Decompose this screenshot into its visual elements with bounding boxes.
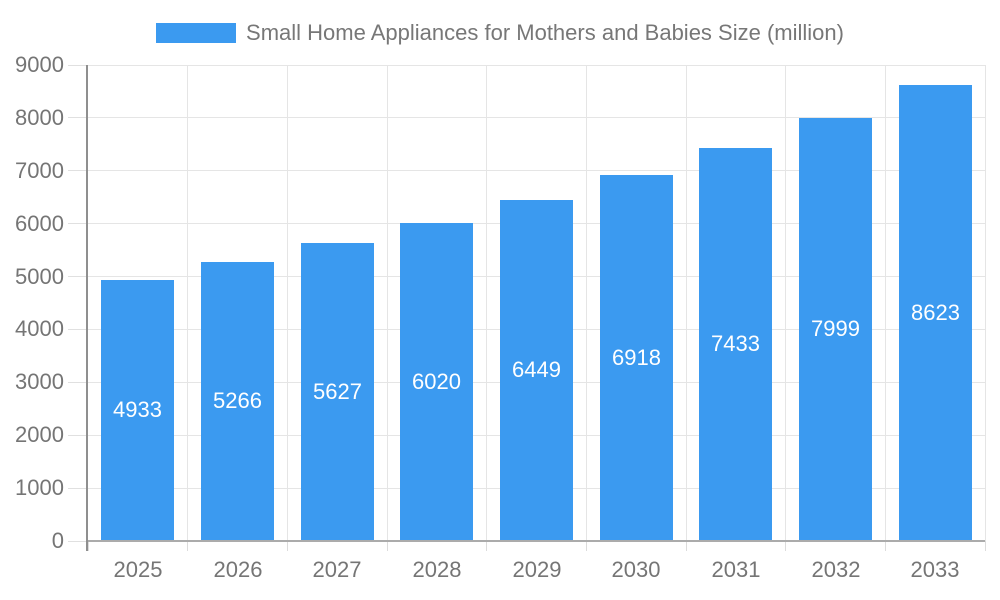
x-axis-tick-label: 2032 xyxy=(811,557,861,582)
x-gridline xyxy=(286,65,288,541)
bar-value-label: 6918 xyxy=(612,344,661,370)
y-axis-tick-label: 7000 xyxy=(15,157,64,183)
bar-2031[interactable]: 7433 xyxy=(699,148,772,540)
y-axis-tick-label: 8000 xyxy=(15,104,64,130)
x-gridline xyxy=(785,65,787,541)
y-axis-tick-label: 2000 xyxy=(15,422,64,448)
y-axis-tick-label: 9000 xyxy=(15,52,64,77)
bar-2033[interactable]: 8623 xyxy=(899,85,972,540)
bar-2032[interactable]: 7999 xyxy=(799,118,872,540)
bar-value-label: 8623 xyxy=(911,299,960,325)
y-axis-tick xyxy=(68,381,88,383)
x-axis-tick xyxy=(685,541,687,551)
x-axis-tick-label: 2026 xyxy=(213,557,263,582)
x-axis-tick xyxy=(984,541,986,551)
bar-2028[interactable]: 6020 xyxy=(400,223,473,540)
y-axis-tick xyxy=(68,276,88,278)
x-axis-tick-label: 2029 xyxy=(512,557,562,582)
bar-value-label: 4933 xyxy=(113,397,162,422)
x-axis-tick-label: 2030 xyxy=(611,557,661,582)
x-axis-tick xyxy=(785,541,787,551)
bar-value-label: 6449 xyxy=(512,357,561,382)
legend-label: Small Home Appliances for Mothers and Ba… xyxy=(246,20,844,45)
x-gridline xyxy=(486,65,488,541)
x-axis-tick xyxy=(87,541,89,551)
bar-value-label: 5627 xyxy=(313,378,362,404)
x-axis-tick-label: 2028 xyxy=(412,557,462,582)
x-axis-tick xyxy=(884,541,886,551)
y-axis-tick-label: 3000 xyxy=(15,369,64,395)
bar-value-label: 7999 xyxy=(811,316,860,341)
x-axis-tick-label: 2033 xyxy=(910,557,960,582)
y-gridline xyxy=(88,170,985,172)
bar-value-label: 6020 xyxy=(412,368,461,394)
y-axis-tick xyxy=(68,540,88,542)
y-axis-tick xyxy=(68,64,88,66)
x-axis-tick xyxy=(187,541,189,551)
y-gridline xyxy=(88,117,985,119)
x-axis-tick xyxy=(386,541,388,551)
legend-swatch xyxy=(156,23,237,43)
bar-value-label: 7433 xyxy=(711,331,760,356)
x-gridline xyxy=(884,65,886,541)
x-gridline xyxy=(585,65,587,541)
x-axis-tick xyxy=(286,541,288,551)
x-axis-tick xyxy=(585,541,587,551)
y-axis-tick xyxy=(68,117,88,119)
y-axis-tick xyxy=(68,434,88,436)
bar-2030[interactable]: 6918 xyxy=(600,175,673,540)
y-axis-tick xyxy=(68,170,88,172)
x-axis-tick xyxy=(486,541,488,551)
legend[interactable]: Small Home Appliances for Mothers and Ba… xyxy=(0,20,1000,46)
y-axis-tick-label: 4000 xyxy=(15,316,64,342)
x-axis-tick-label: 2027 xyxy=(312,557,362,582)
x-axis-tick-label: 2031 xyxy=(711,557,761,582)
bar-2027[interactable]: 5627 xyxy=(301,243,374,540)
y-axis-tick-label: 0 xyxy=(51,528,64,553)
bar-2029[interactable]: 6449 xyxy=(500,200,573,540)
y-axis-tick-label: 1000 xyxy=(15,475,64,501)
y-axis-tick-label: 5000 xyxy=(15,263,64,289)
x-gridline xyxy=(386,65,388,541)
bar-2026[interactable]: 5266 xyxy=(201,262,274,540)
y-axis-tick xyxy=(68,223,88,225)
x-axis-tick-label: 2025 xyxy=(113,557,163,582)
y-axis-tick xyxy=(68,328,88,330)
bar-2025[interactable]: 4933 xyxy=(101,280,174,540)
y-axis-tick xyxy=(68,487,88,489)
x-gridline xyxy=(685,65,687,541)
bar-value-label: 5266 xyxy=(213,388,262,413)
x-gridline xyxy=(984,65,986,541)
y-axis-line xyxy=(86,65,88,551)
x-axis-line xyxy=(88,540,985,542)
y-gridline xyxy=(88,64,985,66)
y-axis-tick-label: 6000 xyxy=(15,210,64,236)
x-gridline xyxy=(187,65,189,541)
